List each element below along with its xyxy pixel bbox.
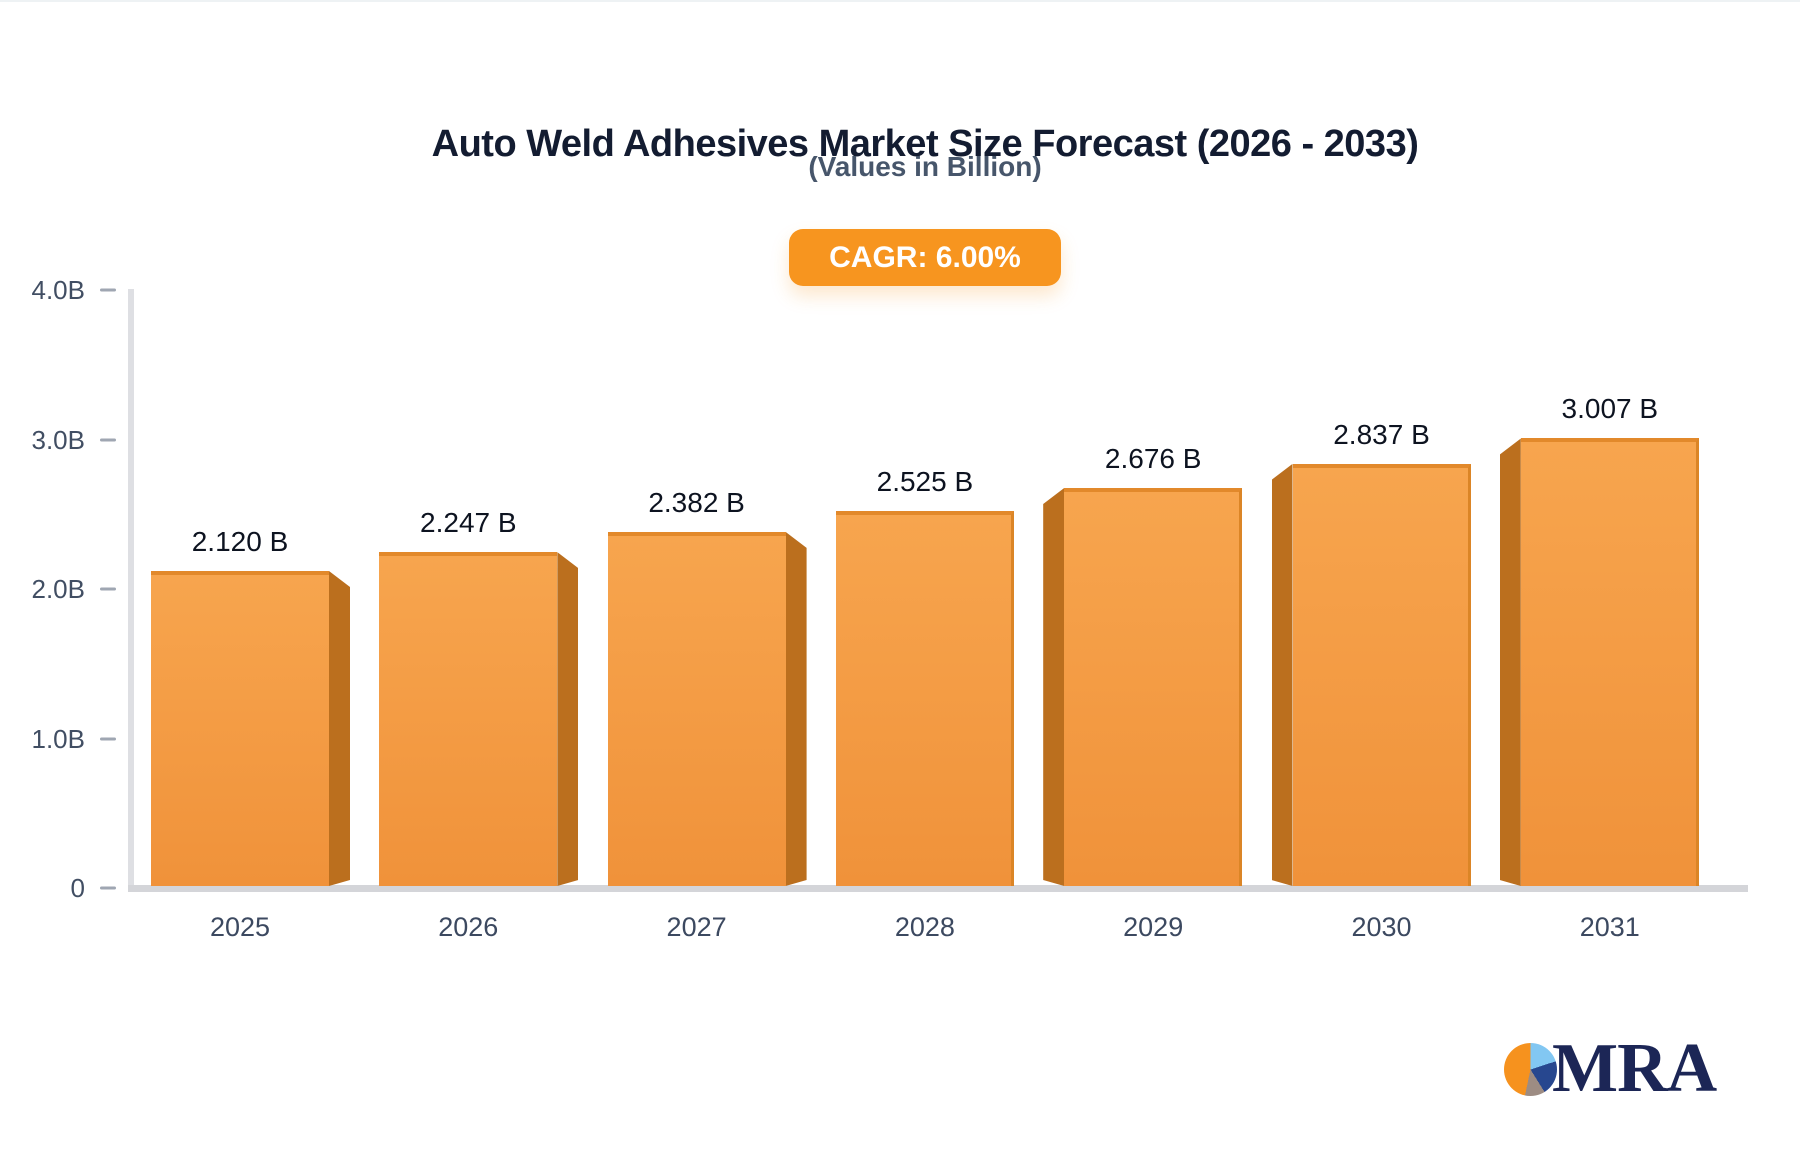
mra-logo-text: MRA — [1552, 1030, 1717, 1107]
bar-side-face — [1500, 438, 1521, 886]
bar-value-label: 2.382 B — [648, 486, 745, 518]
bar-value-label: 2.247 B — [420, 507, 517, 539]
bar-2028 — [835, 510, 1014, 886]
y-axis-label: 3.0B — [31, 424, 86, 455]
x-axis-label: 2027 — [666, 912, 727, 942]
bar-value-label: 2.676 B — [1104, 442, 1202, 474]
chart-title: Auto Weld Adhesives Market Size Forecast… — [431, 123, 1419, 166]
bar-value-label: 2.525 B — [876, 465, 974, 497]
x-axis-baseline — [128, 885, 1748, 892]
bar-side-face — [329, 571, 350, 886]
bar-side-face — [786, 532, 807, 886]
y-axis-tick — [100, 438, 116, 441]
y-axis-label: 0 — [70, 873, 85, 903]
bar-2031 — [1520, 438, 1699, 886]
x-axis-label: 2028 — [894, 912, 955, 942]
bar-2025 — [151, 571, 329, 886]
y-axis-label: 4.0B — [31, 275, 86, 305]
mra-pie-logo-icon — [1504, 1043, 1557, 1096]
bar-2029 — [1064, 487, 1243, 886]
x-axis-label: 2030 — [1351, 912, 1412, 942]
bar-value-label: 3.007 B — [1561, 393, 1659, 425]
bar-side-face — [1043, 488, 1064, 886]
x-axis-label: 2029 — [1123, 912, 1184, 942]
y-axis-label: 1.0B — [31, 723, 86, 754]
bar-side-face — [1272, 464, 1293, 886]
x-axis-label: 2026 — [438, 912, 499, 942]
x-axis-label: 2031 — [1579, 912, 1640, 942]
y-axis-tick — [100, 288, 116, 292]
bar-2026 — [379, 552, 558, 886]
x-axis-label: 2025 — [209, 912, 271, 942]
cagr-badge: CAGR: 6.00% — [789, 229, 1061, 286]
bar-value-label: 2.837 B — [1333, 418, 1430, 450]
bar-2030 — [1292, 463, 1471, 886]
y-axis-line — [128, 289, 134, 892]
bar-side-face — [557, 552, 578, 886]
y-axis-tick — [100, 737, 116, 740]
bar-2027 — [607, 531, 786, 886]
y-axis-label: 2.0B — [31, 574, 86, 604]
chart-subtitle: (Values in Billion) — [808, 151, 1042, 182]
y-axis-tick — [100, 587, 116, 591]
mra-logo: MRA — [1504, 1024, 1724, 1114]
y-axis-tick — [100, 886, 116, 890]
bar-value-label: 2.120 B — [191, 526, 289, 558]
